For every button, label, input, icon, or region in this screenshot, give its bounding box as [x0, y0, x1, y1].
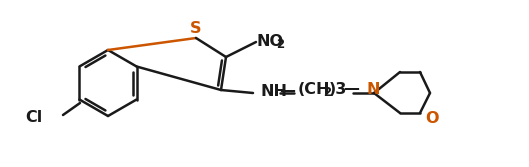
Text: Cl: Cl	[25, 111, 42, 125]
Text: 2: 2	[323, 87, 331, 100]
Text: N: N	[366, 82, 379, 98]
Text: NH: NH	[261, 84, 288, 99]
Text: —: —	[343, 81, 359, 97]
Text: NO: NO	[257, 34, 284, 48]
Text: S: S	[190, 21, 202, 36]
Text: —: —	[279, 82, 295, 98]
Text: )3: )3	[329, 82, 348, 98]
Text: 2: 2	[276, 39, 284, 51]
Text: (CH: (CH	[298, 82, 331, 98]
Text: O: O	[425, 111, 439, 126]
